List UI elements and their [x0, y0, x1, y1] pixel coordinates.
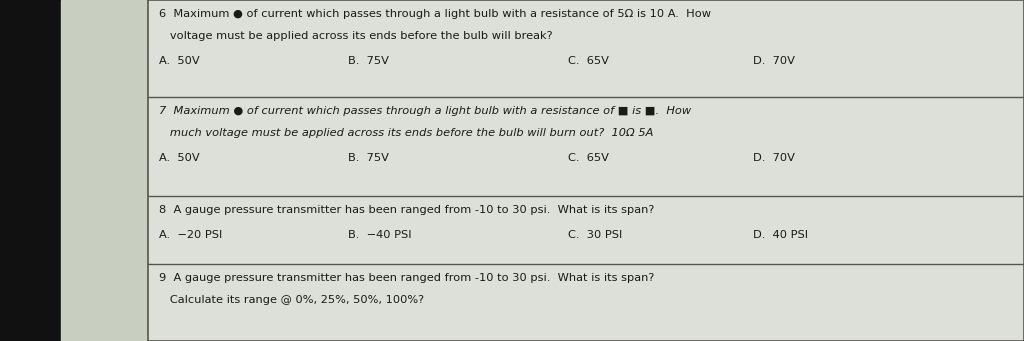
Text: D.  70V: D. 70V [753, 56, 795, 66]
Text: 8  A gauge pressure transmitter has been ranged from -10 to 30 psi.  What is its: 8 A gauge pressure transmitter has been … [159, 205, 654, 214]
Text: voltage must be applied across its ends before the bulb will break?: voltage must be applied across its ends … [159, 31, 552, 41]
Text: B.  75V: B. 75V [348, 153, 389, 163]
Text: Calculate its range @ 0%, 25%, 50%, 100%?: Calculate its range @ 0%, 25%, 50%, 100%… [159, 295, 424, 305]
Text: C.  30 PSI: C. 30 PSI [568, 230, 623, 240]
Text: C.  65V: C. 65V [568, 153, 609, 163]
Bar [0, 0, 61, 341]
Text: A.  −20 PSI: A. −20 PSI [159, 230, 222, 240]
Text: B.  −40 PSI: B. −40 PSI [348, 230, 412, 240]
Text: B.  75V: B. 75V [348, 56, 389, 66]
Text: D.  40 PSI: D. 40 PSI [753, 230, 808, 240]
Text: A.  50V: A. 50V [159, 56, 200, 66]
Text: D.  70V: D. 70V [753, 153, 795, 163]
Text: A.  50V: A. 50V [159, 153, 200, 163]
Bar [61, 0, 148, 341]
Text: much voltage must be applied across its ends before the bulb will burn out?  10Ω: much voltage must be applied across its … [159, 128, 653, 138]
Bar [148, 0, 1024, 341]
Text: 9  A gauge pressure transmitter has been ranged from -10 to 30 psi.  What is its: 9 A gauge pressure transmitter has been … [159, 273, 654, 283]
Text: 6  Maximum ● of current which passes through a light bulb with a resistance of 5: 6 Maximum ● of current which passes thro… [159, 9, 711, 18]
Text: 7  Maximum ● of current which passes through a light bulb with a resistance of ■: 7 Maximum ● of current which passes thro… [159, 106, 691, 116]
Text: C.  65V: C. 65V [568, 56, 609, 66]
